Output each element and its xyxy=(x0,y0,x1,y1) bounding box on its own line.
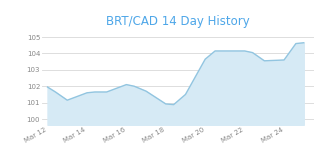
Title: BRT/CAD 14 Day History: BRT/CAD 14 Day History xyxy=(106,15,250,28)
